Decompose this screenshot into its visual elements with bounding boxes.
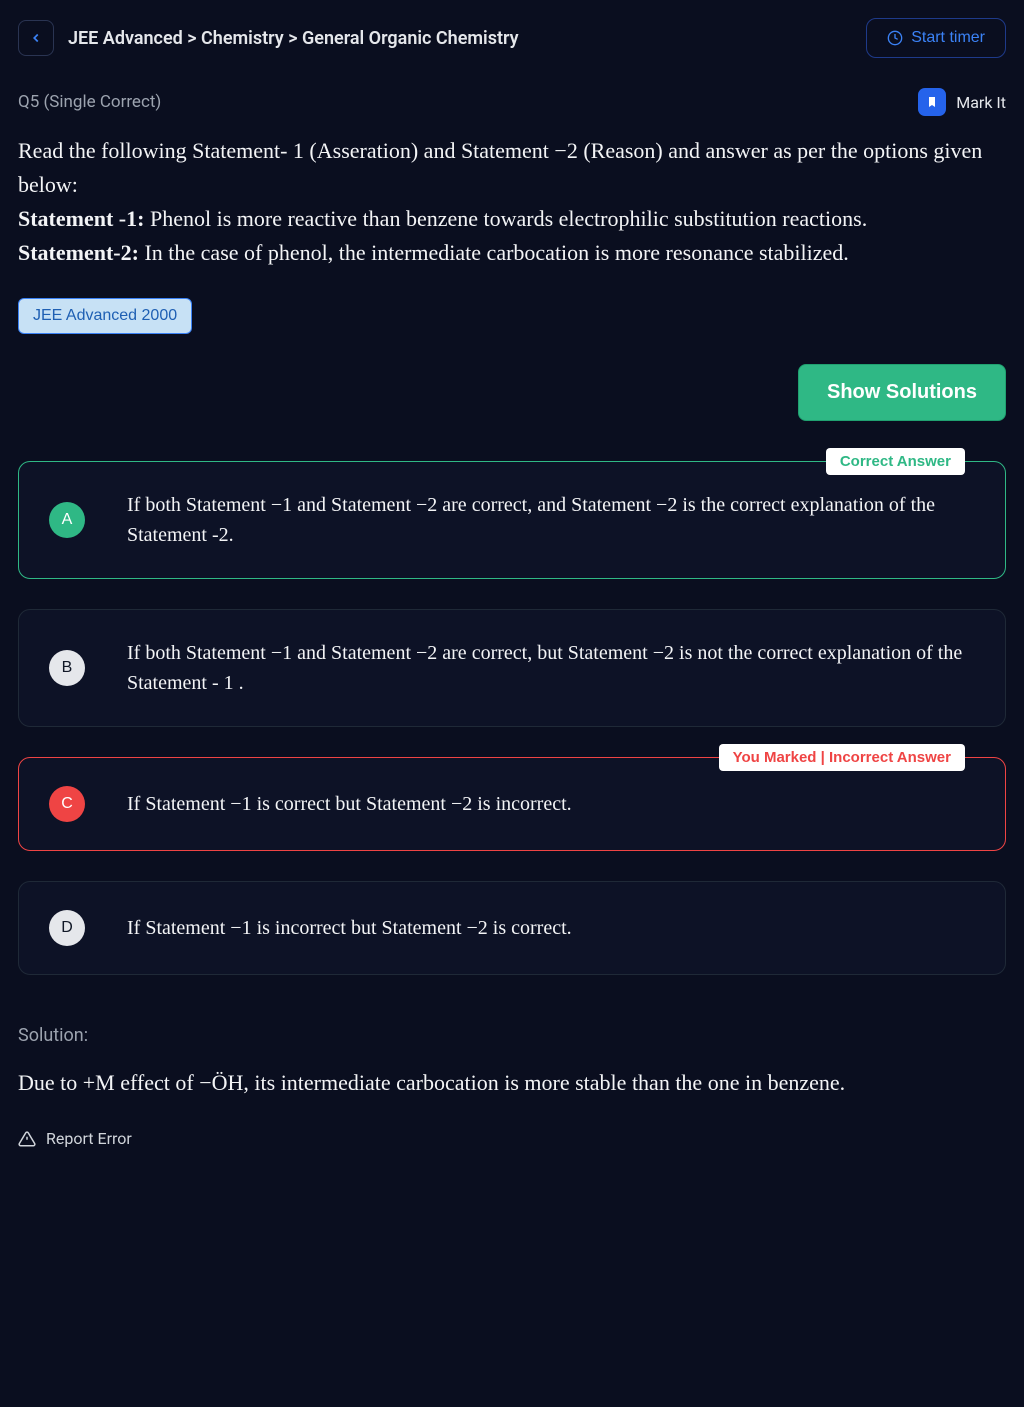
- bookmark-icon: [918, 88, 946, 116]
- back-button[interactable]: [18, 20, 54, 56]
- question-body: Read the following Statement- 1 (Asserat…: [18, 134, 1006, 270]
- option-a-text: If both Statement −1 and Statement −2 ar…: [127, 490, 975, 550]
- chevron-left-icon: [29, 31, 43, 45]
- option-b-text: If both Statement −1 and Statement −2 ar…: [127, 638, 975, 698]
- option-c-text: If Statement −1 is correct but Statement…: [127, 789, 572, 819]
- breadcrumb[interactable]: JEE Advanced > Chemistry > General Organ…: [68, 28, 519, 49]
- option-a[interactable]: Correct Answer A If both Statement −1 an…: [18, 461, 1006, 579]
- report-error-button[interactable]: Report Error: [18, 1129, 1006, 1148]
- mark-it-label: Mark It: [956, 93, 1006, 112]
- question-number-label: Q5 (Single Correct): [18, 92, 161, 112]
- timer-label: Start timer: [911, 29, 985, 47]
- statement-2-label: Statement-2:: [18, 240, 139, 265]
- option-d-text: If Statement −1 is incorrect but Stateme…: [127, 913, 572, 943]
- header-left: JEE Advanced > Chemistry > General Organ…: [18, 20, 519, 56]
- option-b[interactable]: B If both Statement −1 and Statement −2 …: [18, 609, 1006, 727]
- statement-2-text: In the case of phenol, the intermediate …: [139, 240, 849, 265]
- warning-icon: [18, 1130, 36, 1148]
- option-c[interactable]: You Marked | Incorrect Answer C If State…: [18, 757, 1006, 851]
- mark-it-button[interactable]: Mark It: [918, 88, 1006, 116]
- show-solutions-button[interactable]: Show Solutions: [798, 364, 1006, 421]
- show-solutions-row: Show Solutions: [18, 364, 1006, 421]
- solution-label: Solution:: [18, 1025, 1006, 1046]
- exam-tag-chip[interactable]: JEE Advanced 2000: [18, 298, 192, 334]
- statement-2: Statement-2: In the case of phenol, the …: [18, 236, 1006, 270]
- question-meta-row: Q5 (Single Correct) Mark It: [18, 88, 1006, 116]
- header: JEE Advanced > Chemistry > General Organ…: [18, 18, 1006, 58]
- statement-1: Statement -1: Phenol is more reactive th…: [18, 202, 1006, 236]
- option-c-letter: C: [49, 786, 85, 822]
- incorrect-answer-badge: You Marked | Incorrect Answer: [719, 744, 965, 771]
- option-d-letter: D: [49, 910, 85, 946]
- statement-1-label: Statement -1:: [18, 206, 144, 231]
- clock-icon: [887, 30, 903, 46]
- statement-1-text: Phenol is more reactive than benzene tow…: [144, 206, 867, 231]
- option-d[interactable]: D If Statement −1 is incorrect but State…: [18, 881, 1006, 975]
- option-b-letter: B: [49, 650, 85, 686]
- options-container: Correct Answer A If both Statement −1 an…: [18, 461, 1006, 975]
- option-a-letter: A: [49, 502, 85, 538]
- start-timer-button[interactable]: Start timer: [866, 18, 1006, 58]
- correct-answer-badge: Correct Answer: [826, 448, 965, 475]
- question-intro: Read the following Statement- 1 (Asserat…: [18, 134, 1006, 202]
- report-error-label: Report Error: [46, 1129, 132, 1148]
- solution-text: Due to +M effect of −ÖH, its intermediat…: [18, 1066, 1006, 1099]
